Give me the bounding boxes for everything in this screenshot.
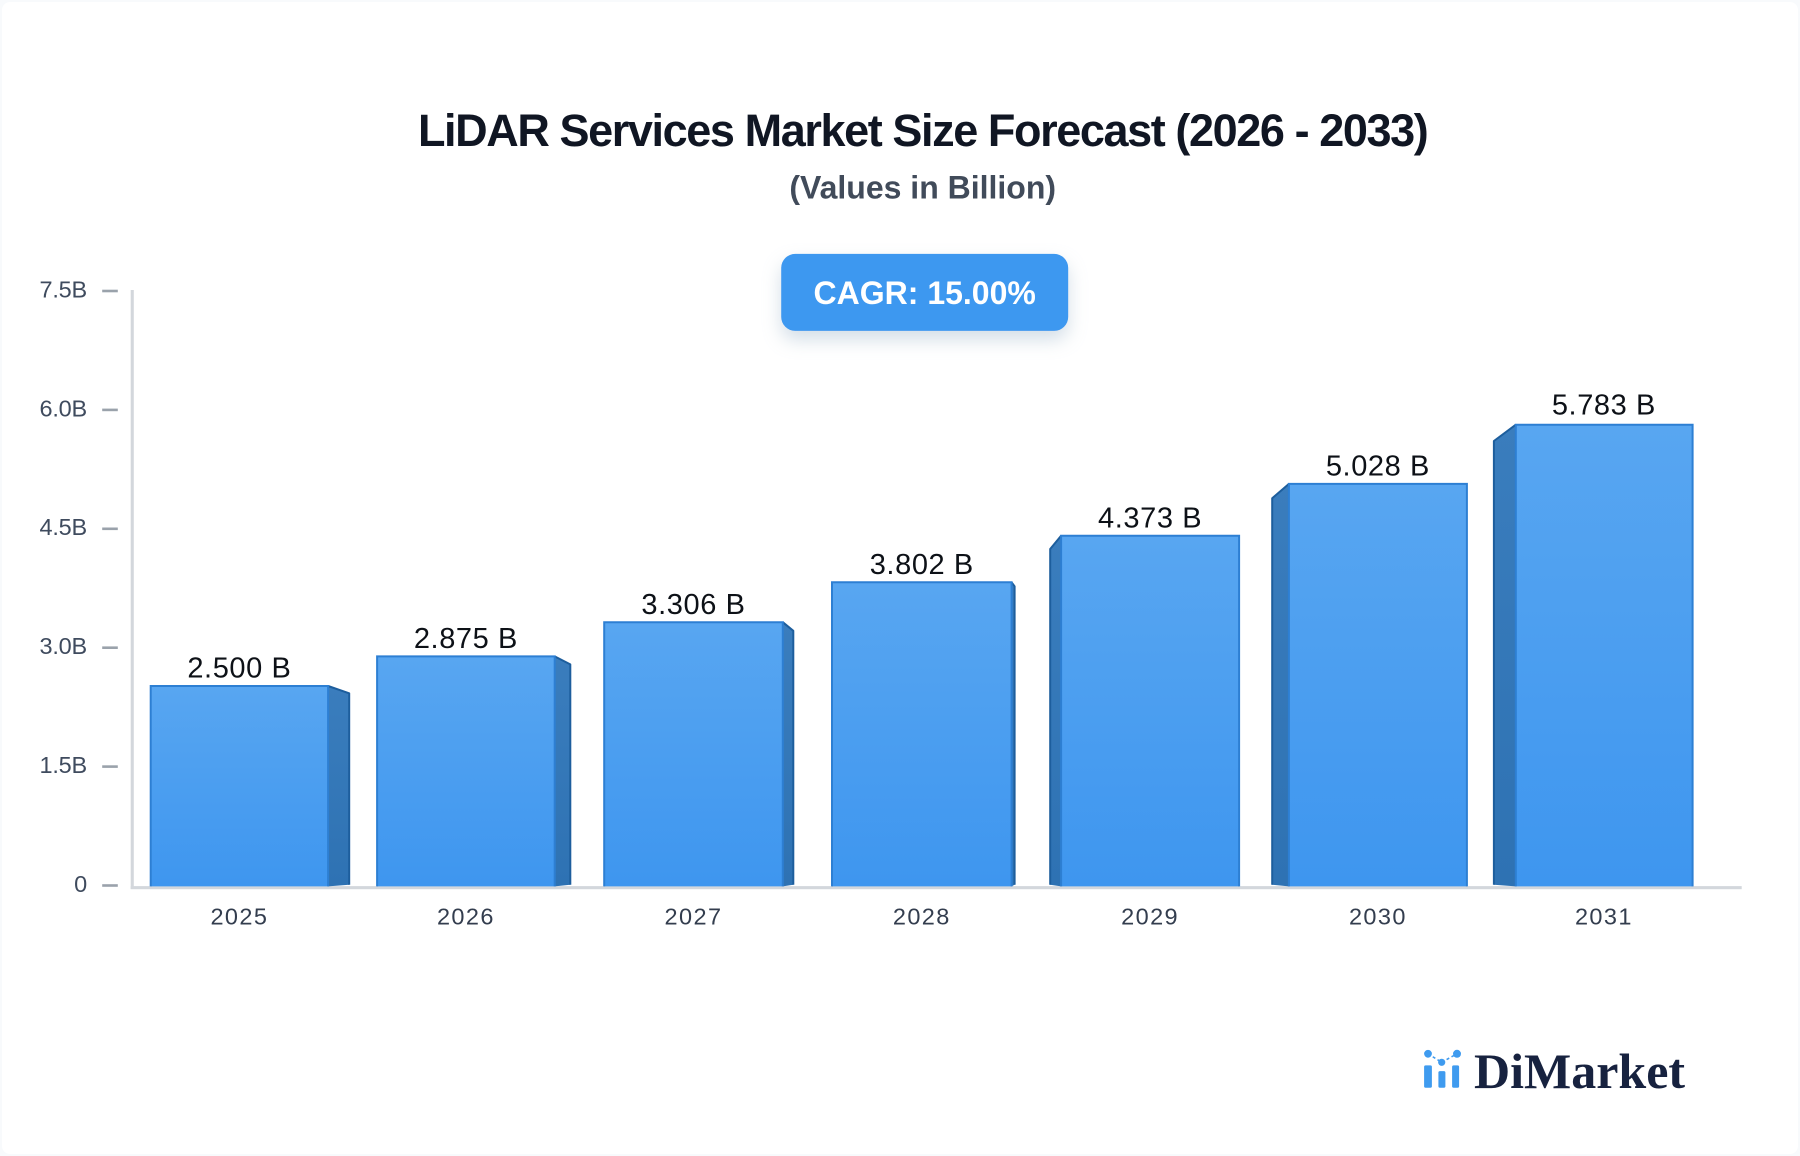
- svg-text:3.0B: 3.0B: [39, 633, 87, 659]
- svg-text:2025: 2025: [210, 904, 268, 930]
- svg-text:DiMarket: DiMarket: [1474, 1043, 1685, 1099]
- svg-text:6.0B: 6.0B: [39, 395, 87, 421]
- svg-text:CAGR: 15.00%: CAGR: 15.00%: [814, 275, 1036, 311]
- svg-text:3.802 B: 3.802 B: [870, 549, 974, 581]
- svg-text:2031: 2031: [1575, 904, 1633, 930]
- svg-text:2027: 2027: [665, 904, 723, 930]
- svg-text:5.028 B: 5.028 B: [1326, 451, 1430, 483]
- svg-text:2.875 B: 2.875 B: [414, 623, 518, 655]
- svg-text:7.5B: 7.5B: [39, 276, 87, 302]
- svg-text:5.783 B: 5.783 B: [1552, 390, 1656, 422]
- svg-text:2026: 2026: [437, 904, 495, 930]
- svg-text:LiDAR Services Market Size For: LiDAR Services Market Size Forecast (202…: [418, 105, 1427, 156]
- svg-text:0: 0: [74, 871, 87, 897]
- svg-text:2.500 B: 2.500 B: [187, 653, 291, 685]
- svg-text:3.306 B: 3.306 B: [641, 589, 745, 621]
- svg-text:2028: 2028: [893, 904, 951, 930]
- svg-text:(Values in Billion): (Values in Billion): [789, 170, 1056, 206]
- svg-text:2030: 2030: [1349, 904, 1407, 930]
- svg-text:2029: 2029: [1121, 904, 1179, 930]
- svg-text:1.5B: 1.5B: [39, 752, 87, 778]
- svg-text:4.5B: 4.5B: [39, 514, 87, 540]
- svg-text:4.373 B: 4.373 B: [1098, 503, 1202, 535]
